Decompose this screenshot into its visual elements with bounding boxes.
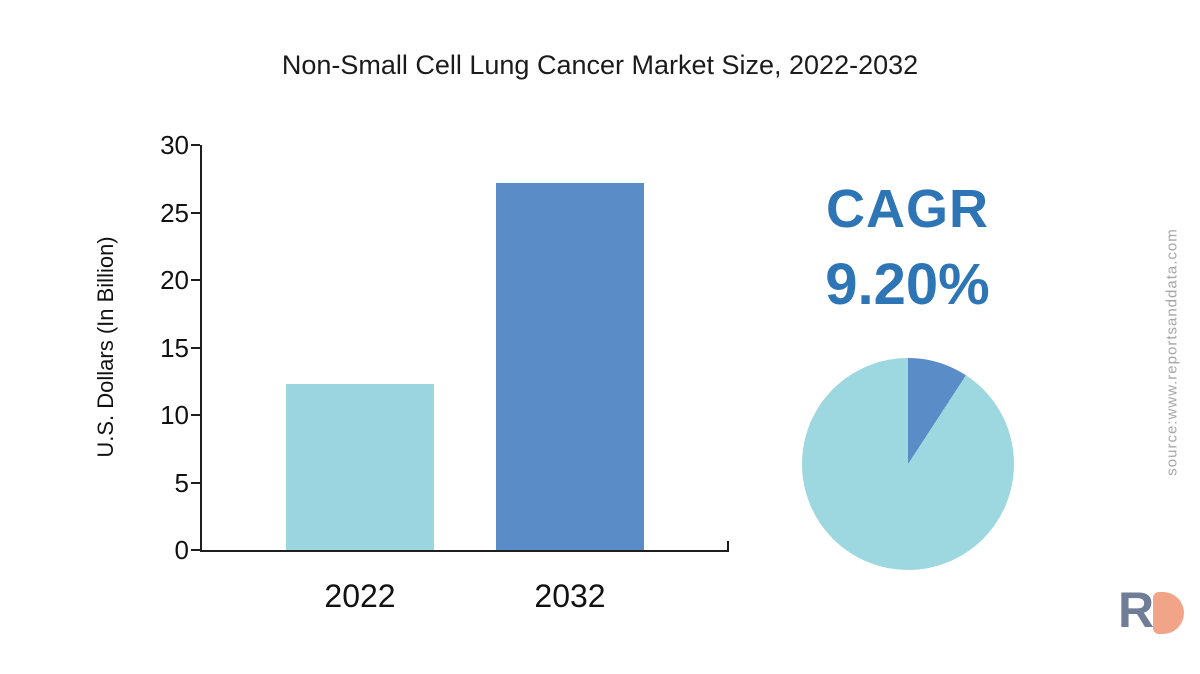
y-tick [191, 211, 200, 214]
logo-letter-d-shape [1153, 592, 1184, 634]
source-note: source:www.reportsanddata.com [1163, 228, 1181, 476]
bar-2032 [496, 183, 644, 550]
y-tick [191, 346, 200, 349]
y-axis-title: U.S. Dollars (In Billion) [93, 236, 118, 458]
brand-logo: R [1118, 585, 1188, 635]
x-axis-end-tick [727, 541, 729, 550]
x-tick-label-2022: 2022 [324, 578, 396, 614]
pie-chart [802, 358, 1014, 570]
y-tick-label: 25 [160, 197, 189, 228]
y-tick [191, 279, 200, 281]
y-tick-label: 20 [160, 265, 189, 295]
chart-title: Non-Small Cell Lung Cancer Market Size, … [281, 50, 919, 80]
y-tick-label: 30 [160, 130, 189, 160]
y-tick-label: 10 [160, 400, 189, 430]
y-tick [191, 414, 200, 416]
y-tick-label: 5 [174, 467, 189, 498]
bar-chart-plot-area: 0 5 10 15 20 25 30 2022 2032 [160, 132, 729, 614]
cagr-value: 9.20% [825, 252, 990, 317]
y-tick-label: 0 [174, 535, 189, 565]
cagr-callout: CAGR 9.20% [795, 178, 1020, 318]
y-tick [191, 549, 200, 551]
bar-2022 [286, 384, 434, 550]
cagr-label: CAGR [826, 179, 989, 239]
x-tick-label-2032: 2032 [534, 578, 606, 614]
y-tick [191, 144, 200, 146]
y-tick-label: 15 [160, 332, 189, 363]
logo-letter-r: R [1118, 582, 1155, 638]
y-tick [191, 481, 200, 484]
